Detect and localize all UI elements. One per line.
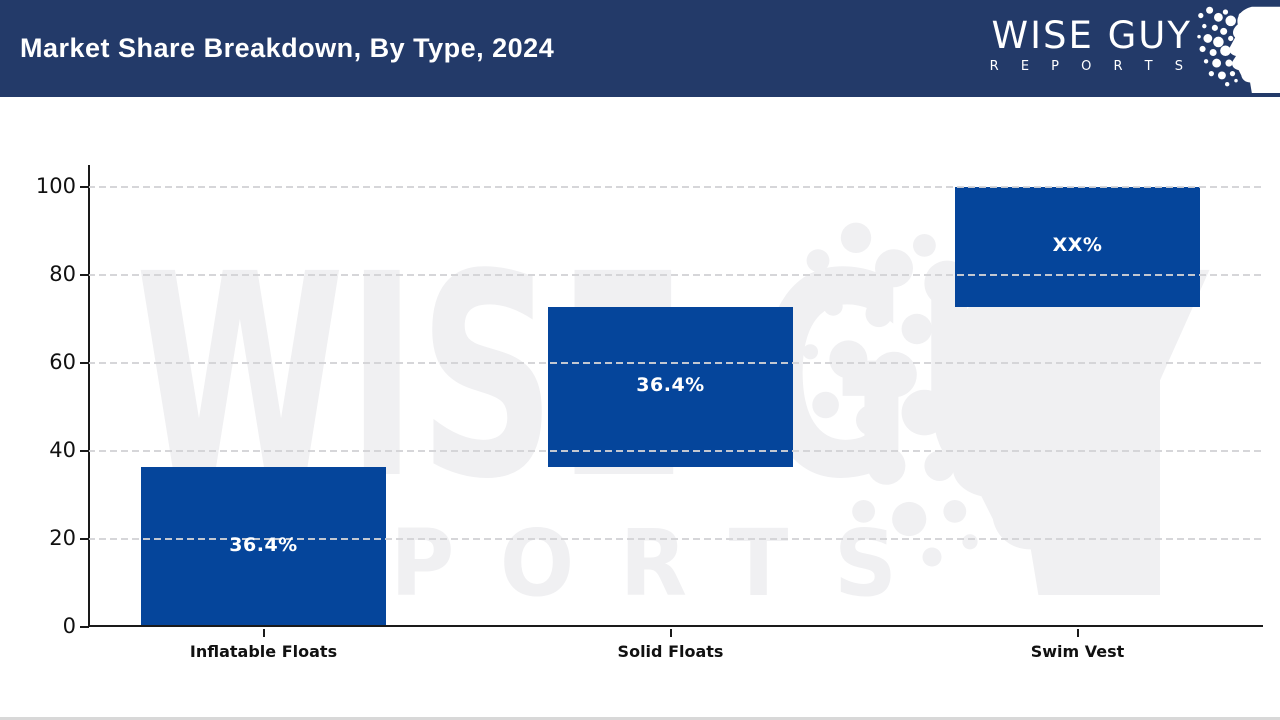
bar bbox=[548, 306, 793, 467]
x-axis-tick bbox=[262, 629, 265, 637]
wiseguy-logo: WISE GUY R E P O R T S bbox=[990, 0, 1280, 97]
y-tick-label: 0 bbox=[62, 614, 76, 638]
header-bar: Market Share Breakdown, By Type, 2024 WI… bbox=[0, 0, 1280, 97]
y-axis-tick bbox=[80, 274, 89, 276]
bar-value-label: 36.4% bbox=[636, 373, 705, 396]
page-title: Market Share Breakdown, By Type, 2024 bbox=[20, 33, 555, 63]
bar bbox=[141, 466, 386, 627]
y-tick-label: 100 bbox=[35, 174, 76, 198]
y-tick-label: 40 bbox=[49, 438, 76, 462]
category-label: Solid Floats bbox=[617, 642, 724, 661]
bar-value-label: XX% bbox=[1052, 233, 1103, 256]
chart-plot-area: 0 20 40 60 80 100 36.4% Inflatable Floats 36.4% S… bbox=[0, 97, 1280, 720]
y-axis-tick bbox=[80, 450, 89, 452]
y-axis-tick bbox=[80, 186, 89, 188]
gridline bbox=[88, 450, 1262, 452]
category-label: Swim Vest bbox=[1030, 642, 1125, 661]
logo-wordmark: WISE GUY bbox=[991, 14, 1192, 57]
bar-value-label: 36.4% bbox=[229, 533, 298, 556]
bar bbox=[955, 187, 1200, 307]
gridline bbox=[88, 186, 1262, 188]
y-axis-line bbox=[88, 165, 90, 626]
wiseguy-logo-text: WISE GUY R E P O R T S bbox=[989, 14, 1192, 74]
gridline bbox=[88, 274, 1262, 276]
y-tick-label: 80 bbox=[49, 262, 76, 286]
y-axis-tick bbox=[80, 538, 89, 540]
y-tick-label: 60 bbox=[49, 350, 76, 374]
figure-bottom-border bbox=[0, 717, 1280, 720]
x-axis-tick bbox=[669, 629, 672, 637]
x-axis-line bbox=[88, 625, 1263, 627]
wiseguy-face-icon bbox=[1197, 6, 1280, 93]
gridline bbox=[88, 538, 1262, 540]
y-axis-tick bbox=[80, 626, 89, 628]
category-label: Inflatable Floats bbox=[189, 642, 338, 661]
logo-reports-text: R E P O R T S bbox=[989, 58, 1192, 74]
y-tick-label: 20 bbox=[49, 526, 76, 550]
y-axis-tick bbox=[80, 362, 89, 364]
x-axis-tick bbox=[1076, 629, 1079, 637]
gridline bbox=[88, 362, 1262, 364]
